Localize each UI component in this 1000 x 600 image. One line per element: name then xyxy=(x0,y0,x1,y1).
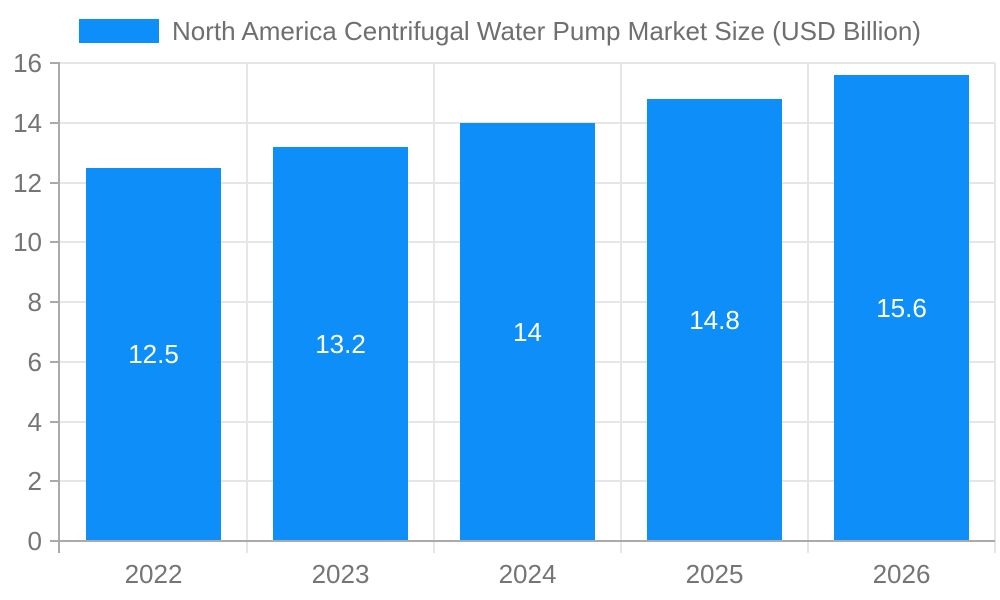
x-axis-label: 2023 xyxy=(311,559,370,589)
x-gridline xyxy=(620,63,622,541)
bar-2026[interactable] xyxy=(834,74,969,541)
x-tick-mark xyxy=(994,541,996,553)
y-axis-label: 8 xyxy=(27,287,42,317)
y-axis-label: 2 xyxy=(27,466,42,497)
y-tick-mark xyxy=(50,480,60,483)
x-axis-label: 2022 xyxy=(124,559,183,589)
y-gridline xyxy=(60,62,995,64)
chart-legend[interactable]: North America Centrifugal Water Pump Mar… xyxy=(0,18,1000,44)
bar-2022[interactable] xyxy=(86,167,221,541)
legend-swatch-icon xyxy=(79,19,160,43)
x-gridline xyxy=(994,63,996,541)
x-gridline xyxy=(246,63,248,541)
y-axis-label: 6 xyxy=(27,346,42,377)
x-tick-mark xyxy=(620,541,622,553)
bar-2023[interactable] xyxy=(273,146,408,541)
y-axis-label: 14 xyxy=(13,107,42,138)
legend-label: North America Centrifugal Water Pump Mar… xyxy=(172,16,921,46)
x-tick-mark xyxy=(433,541,435,553)
y-axis-label: 10 xyxy=(13,227,42,258)
x-axis-label: 2026 xyxy=(872,559,931,589)
x-tick-mark xyxy=(246,541,248,553)
x-tick-mark xyxy=(807,541,809,553)
y-tick-mark xyxy=(50,301,60,303)
y-tick-mark xyxy=(50,181,60,184)
bar-2024[interactable] xyxy=(460,122,595,541)
x-gridline xyxy=(433,63,435,541)
y-tick-mark xyxy=(50,420,60,423)
y-axis-label: 0 xyxy=(27,526,42,556)
x-gridline xyxy=(807,63,809,541)
y-tick-mark xyxy=(50,121,60,124)
y-tick-mark xyxy=(50,360,60,363)
y-tick-mark xyxy=(50,241,60,244)
y-tick-mark xyxy=(50,62,60,64)
bar-2025[interactable] xyxy=(647,98,782,541)
y-axis-label: 16 xyxy=(13,48,42,78)
y-axis-label: 12 xyxy=(13,167,42,198)
x-axis-label: 2024 xyxy=(498,559,557,589)
x-axis-label: 2025 xyxy=(685,559,744,589)
y-axis-line xyxy=(58,63,60,553)
x-axis-baseline xyxy=(50,540,995,542)
y-axis-label: 4 xyxy=(27,406,42,437)
